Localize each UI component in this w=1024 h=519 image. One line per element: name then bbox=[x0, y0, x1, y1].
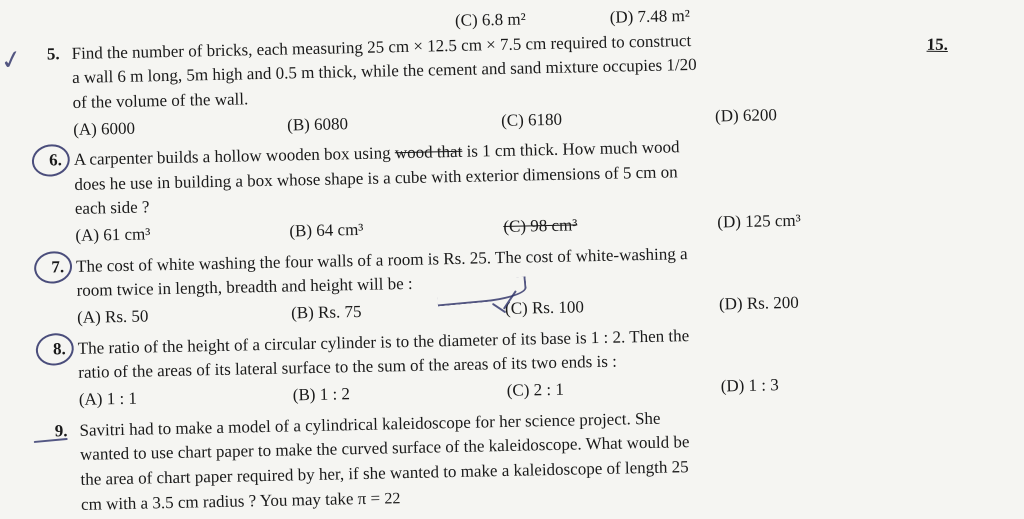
q9-line4-text: cm with a 3.5 cm radius ? You may take π… bbox=[81, 488, 380, 513]
q7-line2-text: room twice in length, breadth and height… bbox=[76, 274, 412, 300]
q6-option-a: (A) 61 cm³ bbox=[75, 220, 265, 249]
q9-body: Savitri had to make a model of a cylindr… bbox=[79, 400, 969, 517]
question-6: 6. A carpenter builds a hollow wooden bo… bbox=[38, 130, 964, 250]
q5-option-c: (C) 6180 bbox=[501, 105, 691, 134]
question-9: 9. Savitri had to make a model of a cyli… bbox=[43, 400, 969, 518]
prev-option-d: (D) 7.48 m² bbox=[609, 4, 714, 31]
q8-option-b: (B) 1 : 2 bbox=[293, 379, 483, 408]
question-5: ✓ 5. Find the number of bricks, each mea… bbox=[35, 23, 961, 143]
q7-option-a: (A) Rs. 50 bbox=[77, 302, 267, 331]
q5-number: 5. bbox=[25, 42, 60, 67]
q5-body: Find the number of bricks, each measurin… bbox=[71, 23, 961, 142]
q8-option-d: (D) 1 : 3 bbox=[720, 370, 910, 399]
prev-option-c: (C) 6.8 m² bbox=[455, 7, 550, 34]
q5-option-a: (A) 6000 bbox=[73, 114, 263, 143]
struck-text: wood that bbox=[395, 142, 463, 162]
q8-number: 8. bbox=[32, 337, 67, 362]
q8-body: The ratio of the height of a circular cy… bbox=[78, 318, 967, 413]
fraction-22: 22 bbox=[384, 491, 400, 507]
q6-body: A carpenter builds a hollow wooden box u… bbox=[74, 130, 964, 249]
q7-option-b: (B) Rs. 75 bbox=[291, 297, 481, 326]
q6-number: 6. bbox=[28, 148, 63, 173]
q7-number: 7. bbox=[30, 255, 65, 280]
question-7: 7. The cost of white washing the four wa… bbox=[40, 236, 965, 331]
q8-option-a: (A) 1 : 1 bbox=[79, 384, 269, 413]
q7-option-d: (D) Rs. 200 bbox=[719, 289, 909, 318]
q5-option-b: (B) 6080 bbox=[287, 109, 477, 138]
q6-option-d: (D) 125 cm³ bbox=[717, 207, 907, 236]
q6-option-b: (B) 64 cm³ bbox=[289, 216, 479, 245]
q8-option-c: (C) 2 : 1 bbox=[507, 375, 697, 404]
page: (C) 6.8 m² (D) 7.48 m² 15. ✓ 5. Find the… bbox=[35, 0, 969, 518]
question-8: 8. The ratio of the height of a circular… bbox=[42, 318, 967, 413]
q6-option-c: (C) 98 cm³ bbox=[503, 211, 693, 240]
q7-body: The cost of white washing the four walls… bbox=[76, 236, 965, 331]
q7-option-c: (C) Rs. 100 bbox=[505, 293, 695, 322]
q7-option-c-text: (C) Rs. 100 bbox=[505, 297, 584, 318]
q5-option-d: (D) 6200 bbox=[715, 100, 905, 129]
